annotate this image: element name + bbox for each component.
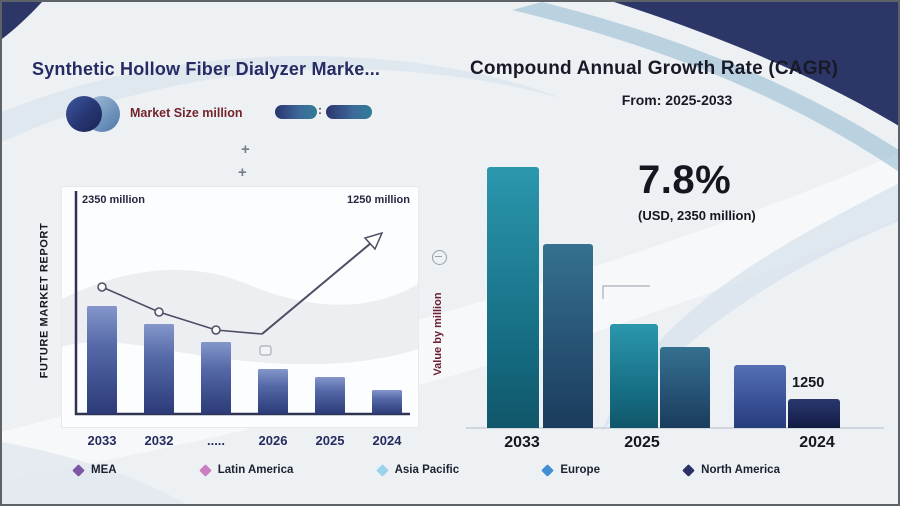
- trend-marker: [154, 307, 164, 317]
- chart-start-value: 2350 million: [82, 194, 145, 206]
- cagr-bar-2033: [487, 167, 539, 428]
- legend-item-north-america: North America: [682, 463, 780, 477]
- cagr-bar-2024: [788, 399, 840, 428]
- plus-decor-icon: +: [241, 141, 250, 158]
- left-x-label: .....: [206, 433, 226, 448]
- legend-diamond-icon: [198, 463, 212, 477]
- cagr-subtitle: From: 2025-2033: [621, 92, 733, 108]
- tag-marker: [259, 345, 272, 356]
- market-size-bar: [201, 342, 231, 414]
- cagr-bar-2025: [610, 324, 658, 428]
- value-axis-label: Value by million: [432, 292, 444, 376]
- brand-side-label: FUTURE MARKET REPORT: [38, 222, 51, 379]
- legend-item-europe: Europe: [541, 463, 600, 477]
- cagr-bar-2024: [734, 365, 786, 428]
- legend-diamond-icon: [375, 463, 389, 477]
- cagr-caption: (USD, 2350 million): [638, 208, 756, 223]
- legend-label: Latin America: [217, 464, 294, 476]
- legend-label: MEA: [91, 464, 117, 476]
- circle-minus-decor-icon: [432, 250, 447, 265]
- scale-pill-right: [326, 105, 372, 119]
- left-x-label: 2024: [372, 433, 402, 448]
- market-size-bar: [87, 306, 117, 414]
- legend-label: Europe: [560, 464, 600, 476]
- chart-axes: [74, 191, 410, 416]
- bar-value-annotation: 1250: [792, 375, 825, 391]
- market-size-chart: 2350 million 1250 million: [62, 187, 418, 427]
- cylinder-front-disc: [66, 96, 102, 132]
- market-size-bar: [144, 324, 174, 414]
- left-x-label: 2025: [315, 433, 345, 448]
- plus-decor-icon: +: [238, 164, 247, 181]
- legend-item-asia-pacific: Asia Pacific: [375, 463, 460, 477]
- legend-item-mea: MEA: [72, 463, 117, 477]
- market-size-bar: [315, 377, 345, 414]
- cagr-title: Compound Annual Growth Rate (CAGR): [470, 58, 839, 79]
- growth-arrow-icon: [363, 231, 384, 251]
- left-x-label: 2032: [144, 433, 174, 448]
- legend-diamond-icon: [541, 463, 555, 477]
- market-size-bar: [258, 369, 288, 414]
- trend-marker: [211, 325, 221, 335]
- right-x-label: 2025: [624, 434, 660, 451]
- scale-pill-left: [275, 105, 317, 119]
- cagr-value: 7.8%: [638, 158, 732, 202]
- legend-item-latin-america: Latin America: [198, 463, 294, 477]
- right-x-label: 2024: [799, 434, 835, 451]
- legend-label: Asia Pacific: [394, 464, 460, 476]
- legend-label: North America: [701, 464, 780, 476]
- legend-diamond-icon: [682, 463, 696, 477]
- market-size-icon: [66, 94, 126, 134]
- cagr-bar-2025: [660, 347, 710, 428]
- cagr-bar-2033: [543, 244, 593, 428]
- region-legend: MEA Latin America Asia Pacific Europe North …: [72, 463, 780, 477]
- trend-marker: [97, 282, 107, 292]
- chart-end-value: 1250 million: [347, 194, 410, 206]
- cagr-chart: [470, 162, 884, 428]
- left-chart-title: Synthetic Hollow Fiber Dialyzer Marke...: [32, 59, 381, 79]
- pill-separator: :: [318, 103, 322, 117]
- market-size-bar: [372, 390, 402, 414]
- market-size-legend-label: Market Size million: [130, 106, 243, 120]
- legend-diamond-icon: [72, 463, 85, 477]
- right-x-label: 2033: [504, 434, 540, 451]
- left-x-label: 2033: [87, 433, 117, 448]
- left-x-label: 2026: [258, 433, 288, 448]
